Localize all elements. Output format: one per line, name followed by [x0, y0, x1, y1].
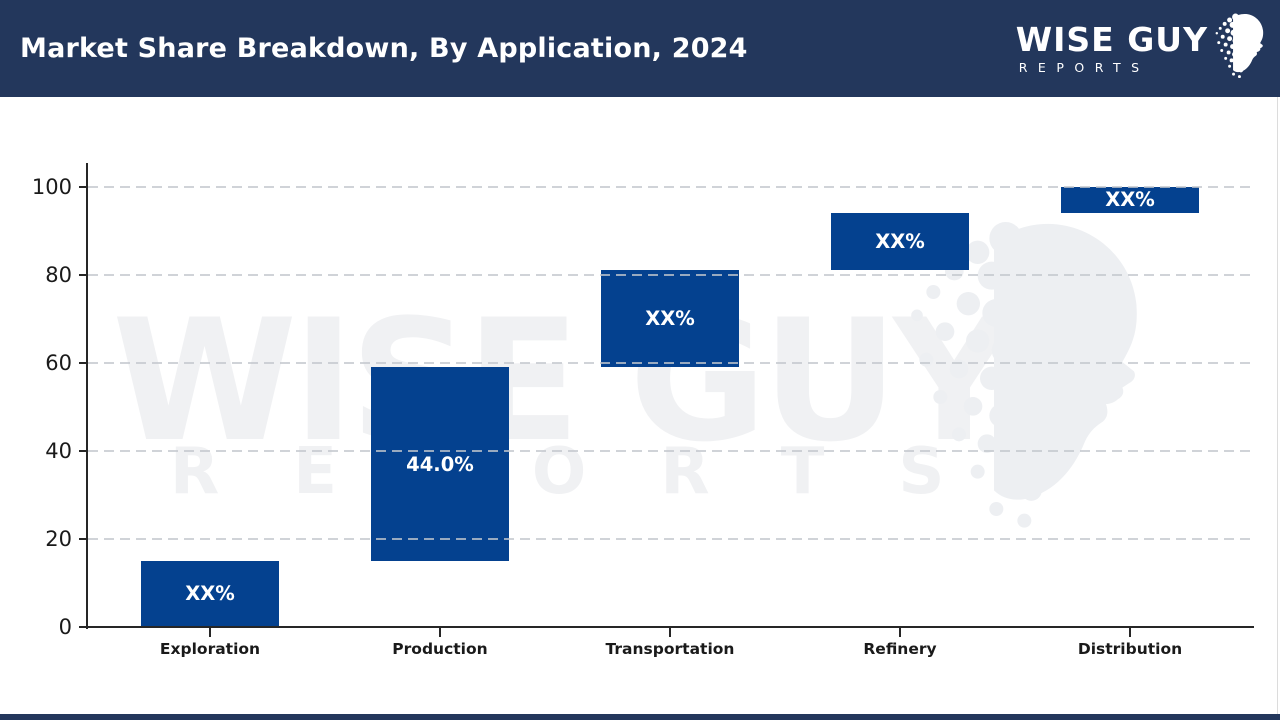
gridline-80	[88, 273, 1253, 276]
bar-label-distribution: XX%	[1105, 188, 1155, 212]
x-category-label-transportation: Transportation	[605, 640, 735, 658]
chart-right-border	[1277, 97, 1278, 714]
bar-label-exploration: XX%	[185, 582, 235, 606]
x-category-label-exploration: Exploration	[159, 640, 261, 658]
y-tick-100	[79, 185, 87, 188]
logo-head-icon	[1215, 13, 1264, 79]
x-tick-refinery	[899, 628, 901, 637]
chart-title: Market Share Breakdown, By Application, …	[20, 33, 748, 64]
y-axis-spine	[86, 163, 88, 629]
x-tick-transportation	[669, 628, 671, 637]
gridline-40	[88, 449, 1253, 452]
x-axis-spine	[86, 626, 1254, 628]
x-tick-exploration	[209, 628, 211, 637]
logo-reports-text: REPORTS	[1018, 60, 1150, 75]
gridline-100	[88, 185, 1253, 188]
x-tick-distribution	[1129, 628, 1131, 637]
bar-exploration: XX%	[141, 560, 279, 627]
y-tick-20	[79, 537, 87, 540]
footer-bar	[0, 714, 1280, 720]
y-tick-60	[79, 361, 87, 364]
watermark-wiseguy-text: WISE GUY	[112, 283, 1015, 479]
y-tick-label-100: 100	[31, 174, 72, 199]
logo-text: WISE GUY REPORTS	[1015, 20, 1208, 76]
bar-production: 44.0%	[371, 367, 509, 561]
bar-label-refinery: XX%	[875, 230, 925, 254]
watermark-reports-text: REPORTS	[170, 435, 1019, 509]
bar-transportation: XX%	[601, 270, 739, 368]
y-tick-label-60: 60	[45, 350, 72, 375]
gridline-20	[88, 537, 1253, 540]
bar-label-transportation: XX%	[645, 307, 695, 331]
y-tick-label-40: 40	[45, 438, 72, 463]
bar-refinery: XX%	[831, 212, 969, 271]
y-tick-0	[79, 626, 87, 628]
x-category-label-refinery: Refinery	[863, 640, 937, 658]
bar-distribution: XX%	[1061, 186, 1199, 213]
gridline-60	[88, 361, 1253, 364]
x-category-label-production: Production	[392, 640, 488, 658]
header-bar: Market Share Breakdown, By Application, …	[0, 0, 1280, 97]
logo-wiseguy-text: WISE GUY	[1015, 20, 1208, 59]
y-tick-label-20: 20	[45, 526, 72, 551]
y-tick-80	[79, 273, 87, 276]
wise-guy-reports-logo: WISE GUY REPORTS	[1016, 4, 1268, 94]
x-tick-production	[439, 628, 441, 637]
bar-label-production: 44.0%	[406, 452, 474, 476]
x-category-label-distribution: Distribution	[1077, 640, 1183, 658]
y-tick-label-0: 0	[58, 615, 72, 639]
watermark-layer: WISE GUY REPORTS	[0, 97, 1280, 714]
y-tick-label-80: 80	[45, 262, 72, 287]
y-tick-40	[79, 449, 87, 452]
